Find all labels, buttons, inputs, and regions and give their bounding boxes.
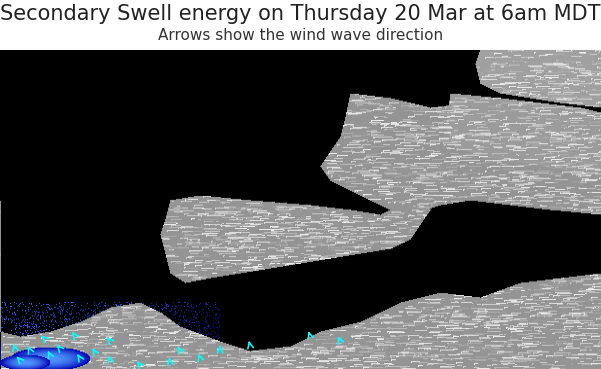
Text: Arrows show the wind wave direction: Arrows show the wind wave direction (158, 28, 443, 44)
Text: Secondary Swell energy on Thursday 20 Mar at 6am MDT: Secondary Swell energy on Thursday 20 Ma… (0, 4, 601, 24)
